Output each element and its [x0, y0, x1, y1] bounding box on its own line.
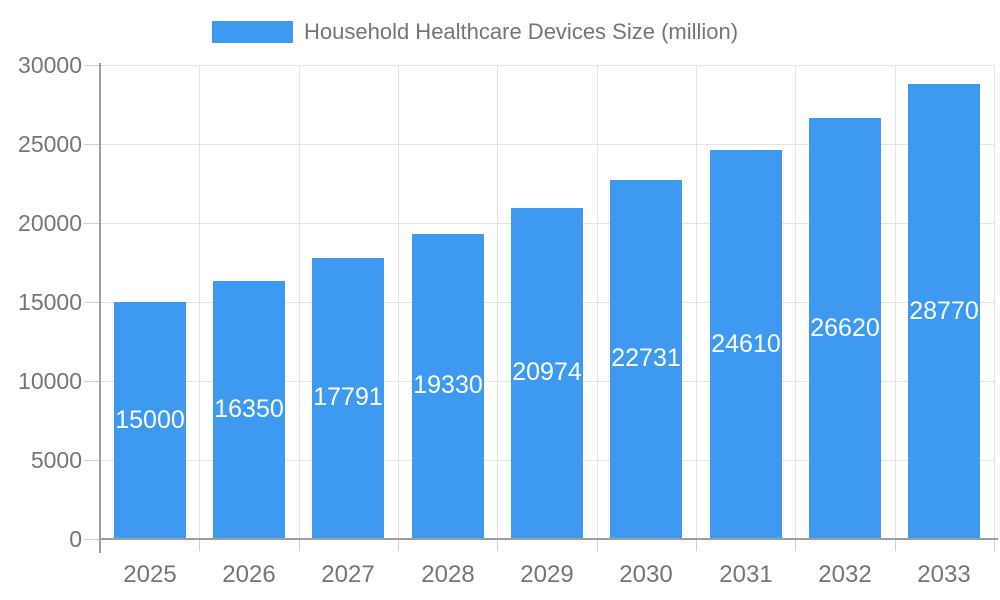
x-axis-tick [895, 539, 896, 551]
x-gridline [597, 65, 598, 539]
y-gridline [100, 144, 994, 145]
bar-2026[interactable] [213, 281, 285, 539]
bar-2027[interactable] [312, 258, 384, 539]
bar-2028[interactable] [412, 234, 484, 539]
bar-value-label: 24610 [711, 330, 781, 358]
x-gridline [795, 65, 796, 539]
bar-value-label: 28770 [909, 297, 979, 325]
x-axis-label: 2032 [818, 561, 872, 588]
bar-value-label: 19330 [413, 371, 483, 399]
x-axis-label: 2030 [619, 561, 673, 588]
x-axis-label: 2027 [321, 561, 375, 588]
x-axis-tick [199, 539, 200, 551]
x-axis-tick [994, 539, 995, 551]
y-axis-label: 10000 [18, 368, 82, 394]
x-gridline [199, 65, 200, 539]
x-gridline [299, 65, 300, 539]
legend: Household Healthcare Devices Size (milli… [212, 21, 738, 43]
x-axis-tick [497, 539, 498, 551]
bar-value-label: 22731 [611, 344, 681, 372]
bar-value-label: 17791 [313, 383, 383, 411]
x-axis-line [100, 538, 998, 540]
x-axis-tick [299, 539, 300, 551]
y-axis-tick [84, 144, 100, 145]
x-axis-tick [398, 539, 399, 551]
bar-value-label: 20974 [512, 358, 582, 386]
x-gridline [895, 65, 896, 539]
x-axis-tick [795, 539, 796, 551]
legend-swatch [212, 21, 293, 43]
y-axis-label: 20000 [18, 210, 82, 236]
x-axis-label: 2025 [123, 561, 177, 588]
bar-2031[interactable] [710, 150, 782, 539]
bar-value-label: 15000 [115, 406, 185, 434]
x-axis-label: 2029 [520, 561, 574, 588]
legend-label: Household Healthcare Devices Size (milli… [304, 19, 739, 44]
bar-2025[interactable] [114, 302, 186, 539]
y-axis-tick [84, 223, 100, 224]
y-axis-label: 5000 [30, 447, 82, 473]
x-axis-label: 2026 [222, 561, 276, 588]
y-axis-label: 0 [69, 526, 82, 552]
x-axis-tick [696, 539, 697, 551]
y-axis-tick [84, 381, 100, 382]
y-axis-label: 25000 [18, 131, 82, 157]
y-axis-label: 30000 [18, 52, 82, 78]
y-axis-label: 15000 [18, 289, 82, 315]
y-axis-line [99, 63, 101, 553]
bar-value-label: 16350 [214, 395, 284, 423]
x-gridline [696, 65, 697, 539]
bar-2033[interactable] [908, 84, 980, 539]
y-axis-tick [84, 65, 100, 66]
x-axis-tick [597, 539, 598, 551]
x-gridline [398, 65, 399, 539]
y-gridline [100, 65, 994, 66]
y-axis-tick [84, 302, 100, 303]
y-axis-tick [84, 539, 100, 540]
y-axis-tick [84, 460, 100, 461]
bar-2032[interactable] [809, 118, 881, 539]
x-axis-label: 2031 [719, 561, 773, 588]
bar-value-label: 26620 [810, 314, 880, 342]
bar-2029[interactable] [511, 208, 583, 539]
x-gridline [994, 65, 995, 539]
x-gridline [497, 65, 498, 539]
x-axis-label: 2028 [421, 561, 475, 588]
x-axis-label: 2033 [917, 561, 971, 588]
bar-2030[interactable] [610, 180, 682, 539]
